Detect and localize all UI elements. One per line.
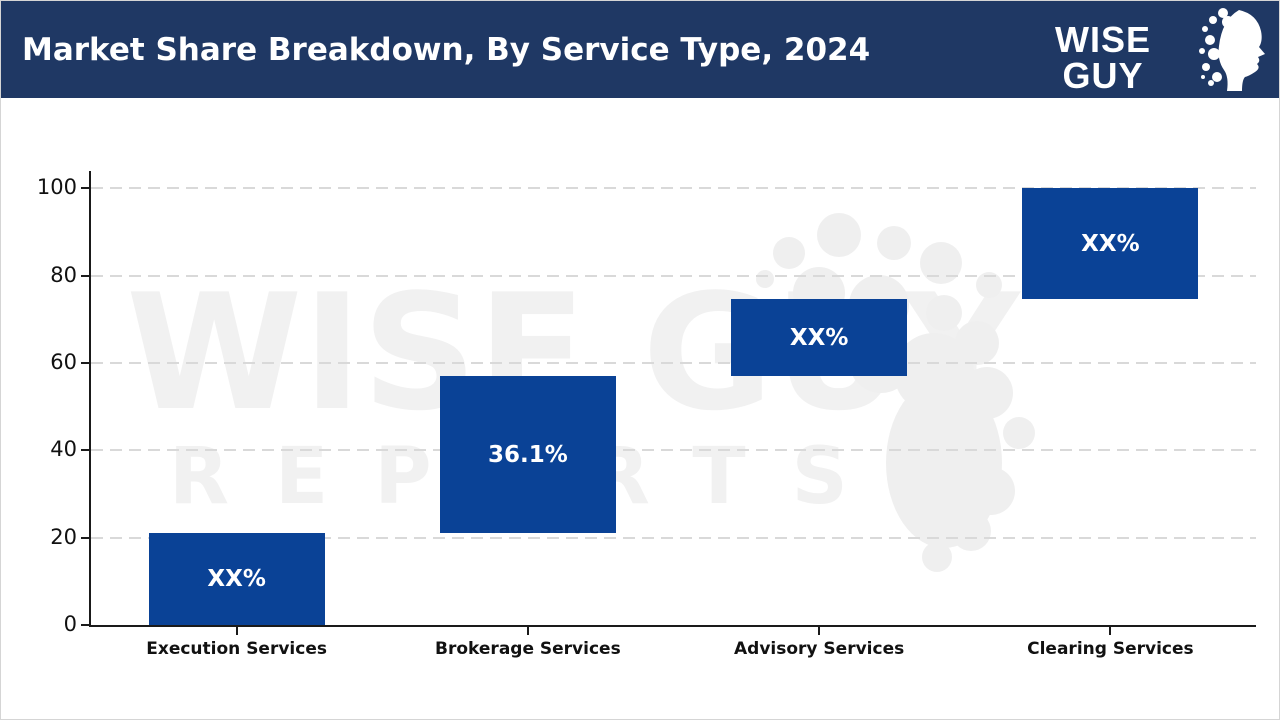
logo-subtitle: REPORTS bbox=[1031, 98, 1181, 115]
x-axis-label: Clearing Services bbox=[1027, 639, 1194, 659]
y-tick-label: 80 bbox=[50, 262, 77, 287]
bar-value-label: 36.1% bbox=[487, 441, 568, 468]
y-tick-label: 100 bbox=[36, 175, 77, 200]
y-axis-tick bbox=[81, 624, 89, 626]
x-axis-label: Advisory Services bbox=[734, 639, 905, 659]
bar: XX% bbox=[731, 299, 908, 376]
x-axis-label: Execution Services bbox=[146, 639, 327, 659]
y-axis-tick bbox=[81, 274, 89, 277]
y-axis-tick bbox=[81, 362, 89, 365]
logo-title: WISE GUY bbox=[1054, 19, 1151, 96]
bar-value-label: XX% bbox=[207, 566, 266, 593]
y-axis-tick bbox=[81, 536, 89, 539]
wise-guy-reports-logo: WISE GUY REPORTS bbox=[1009, 6, 1269, 115]
y-gridline bbox=[91, 536, 1256, 539]
x-axis-tick bbox=[526, 625, 529, 635]
y-tick-label: 0 bbox=[63, 612, 77, 636]
plot-area: 0 20 40 60 80 100 Execution Services XX% Brokera… bbox=[37, 171, 1256, 659]
bar: XX% bbox=[1022, 188, 1199, 300]
bar-value-label: XX% bbox=[1081, 230, 1140, 257]
x-axis-tick bbox=[1109, 625, 1112, 635]
y-gridline bbox=[91, 187, 1256, 190]
x-axis-label: Brokerage Services bbox=[435, 639, 621, 659]
y-tick-label: 60 bbox=[50, 350, 77, 375]
y-gridline bbox=[91, 362, 1256, 365]
logo-wordmark: WISE GUY REPORTS bbox=[1009, 19, 1197, 116]
y-gridline bbox=[91, 449, 1256, 452]
y-gridline bbox=[91, 274, 1256, 277]
header: Market Share Breakdown, By Service Type,… bbox=[1, 1, 1279, 115]
bar-value-label: XX% bbox=[789, 324, 849, 351]
y-axis-tick bbox=[81, 449, 89, 452]
x-axis-tick bbox=[235, 625, 238, 635]
y-tick-label: 40 bbox=[50, 437, 77, 462]
bar: XX% bbox=[148, 533, 325, 625]
page-title: Market Share Breakdown, By Service Type,… bbox=[22, 31, 871, 68]
bar: 36.1% bbox=[439, 375, 616, 534]
x-axis-tick bbox=[818, 625, 821, 635]
y-tick-label: 20 bbox=[50, 524, 77, 549]
logo-head-icon bbox=[1199, 8, 1265, 91]
y-axis-tick bbox=[81, 187, 89, 190]
